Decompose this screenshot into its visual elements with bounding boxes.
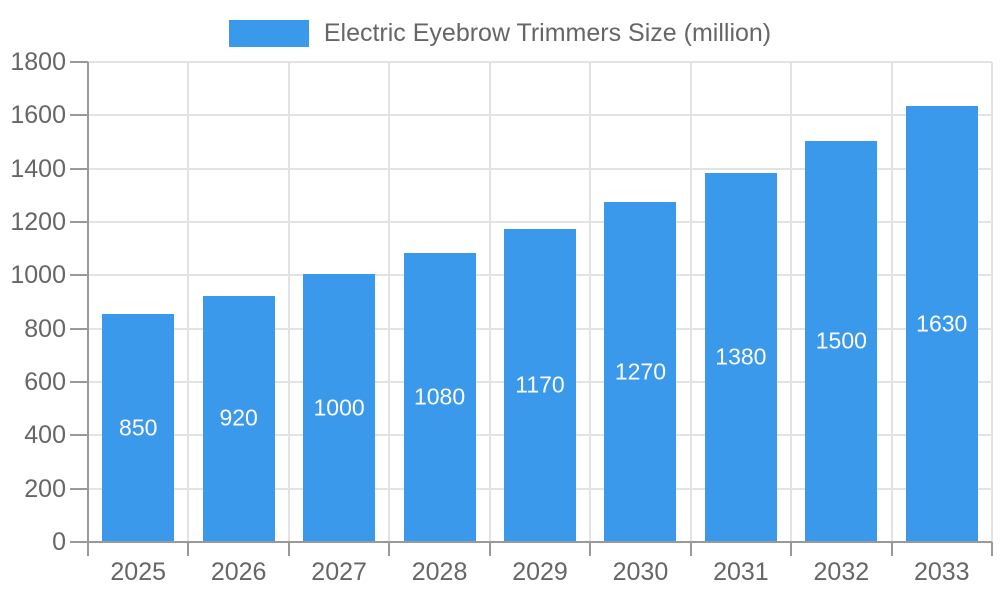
x-axis-label: 2029 (512, 558, 568, 586)
y-axis-tick (70, 274, 88, 277)
y-axis-label: 1600 (10, 101, 66, 130)
y-axis-tick (70, 114, 88, 117)
v-gridline (388, 62, 391, 542)
x-axis-label: 2026 (210, 558, 267, 586)
x-axis-tick (589, 542, 592, 556)
x-axis-label: 2032 (813, 558, 870, 586)
y-axis-tick (70, 221, 88, 223)
y-axis-label: 200 (24, 474, 66, 503)
y-axis-tick (70, 487, 88, 490)
x-axis-label: 2027 (311, 558, 367, 586)
x-axis-tick (790, 542, 793, 556)
v-gridline (890, 62, 893, 542)
h-gridline (88, 167, 992, 170)
y-axis-tick (70, 381, 88, 383)
bar-value-label: 1630 (916, 310, 968, 337)
y-axis-label: 600 (24, 368, 66, 396)
x-axis-label: 2028 (411, 558, 468, 586)
x-axis-tick (388, 542, 391, 556)
y-axis-label: 1200 (10, 208, 66, 236)
v-gridline (287, 62, 290, 542)
y-axis-tick (70, 61, 88, 63)
bar[interactable]: 1080 (403, 253, 476, 541)
x-axis-tick (689, 542, 692, 556)
legend-item[interactable]: Electric Eyebrow Trimmers Size (million) (0, 19, 1000, 47)
x-axis-tick (87, 542, 89, 556)
bar[interactable]: 1000 (303, 274, 376, 541)
legend-swatch (228, 19, 309, 47)
bar[interactable]: 1500 (805, 141, 878, 541)
y-axis-tick (70, 434, 88, 437)
x-axis-tick (488, 542, 491, 556)
h-gridline (88, 114, 992, 117)
bar[interactable]: 1630 (905, 106, 978, 541)
bar-value-label: 1000 (313, 394, 365, 421)
v-gridline (488, 62, 491, 542)
v-gridline (790, 62, 793, 542)
x-axis-label: 2033 (913, 558, 970, 586)
y-axis-label: 1800 (10, 48, 66, 76)
bar-value-label: 1500 (815, 327, 867, 354)
x-axis-line (88, 541, 992, 543)
bar-value-label: 1270 (614, 358, 667, 385)
bar[interactable]: 1170 (504, 229, 576, 541)
bar-value-label: 1080 (413, 383, 466, 410)
x-axis-tick (287, 542, 290, 556)
bar[interactable]: 1270 (604, 202, 677, 541)
bar[interactable]: 850 (102, 314, 175, 541)
v-gridline (187, 62, 190, 542)
y-axis-tick (70, 167, 88, 170)
v-gridline (589, 62, 592, 542)
y-axis-label: 1400 (10, 154, 66, 183)
bar[interactable]: 1380 (704, 173, 777, 541)
y-axis-tick (70, 541, 88, 543)
x-axis-label: 2025 (110, 558, 167, 586)
y-axis-label: 0 (52, 528, 66, 556)
bar-value-label: 920 (219, 404, 258, 431)
x-axis-label: 2030 (612, 558, 669, 586)
x-axis-tick (187, 542, 190, 556)
v-gridline (689, 62, 692, 542)
bar[interactable]: 920 (202, 295, 275, 541)
y-axis-label: 400 (24, 421, 66, 450)
bar-value-label: 850 (119, 414, 158, 441)
x-axis-tick (991, 542, 993, 556)
h-gridline (88, 61, 992, 63)
y-axis-tick (70, 327, 88, 330)
v-gridline (991, 62, 993, 542)
bar-value-label: 1380 (715, 343, 767, 370)
legend-label: Electric Eyebrow Trimmers Size (million) (323, 19, 772, 47)
y-axis-label: 1000 (10, 261, 66, 290)
bar-value-label: 1170 (515, 371, 565, 398)
y-axis-label: 800 (24, 314, 66, 343)
h-gridline (88, 221, 992, 223)
x-axis-tick (890, 542, 893, 556)
y-axis-line (87, 62, 89, 542)
x-axis-label: 2031 (713, 558, 769, 586)
